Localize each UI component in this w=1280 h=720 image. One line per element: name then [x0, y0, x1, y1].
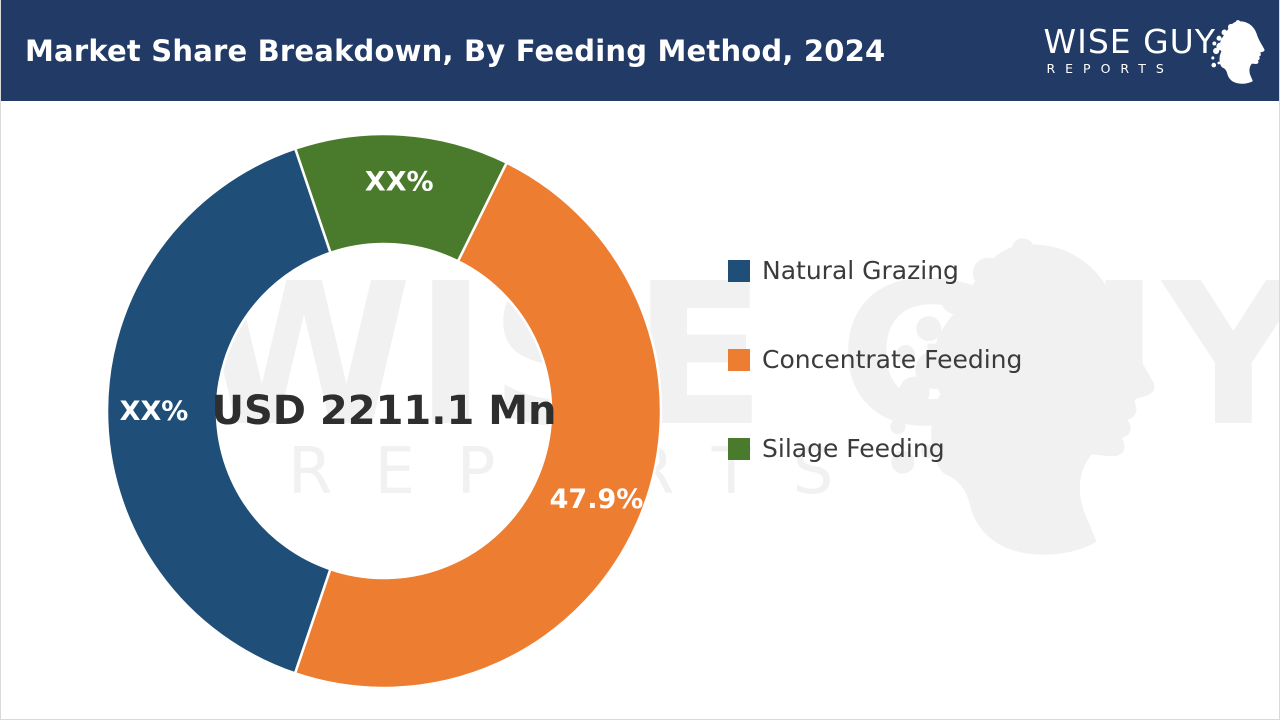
- header: Market Share Breakdown, By Feeding Metho…: [0, 0, 1280, 101]
- legend-swatch: [728, 438, 750, 460]
- brand-logo-wordmark: WISE GUY: [1043, 21, 1216, 61]
- chart-center-value: USD 2211.1 Mn: [211, 388, 557, 434]
- chart-legend: Natural Grazing Concentrate Feeding Silage…: [728, 254, 1022, 521]
- page-title: Market Share Breakdown, By Feeding Metho…: [25, 33, 886, 68]
- legend-item-concentrate-feeding: Concentrate Feeding: [728, 343, 1022, 377]
- legend-label: Concentrate Feeding: [762, 345, 1023, 374]
- legend-label: Natural Grazing: [762, 256, 959, 285]
- brand-logo-text: WISE GUY REPORTS: [1043, 21, 1216, 77]
- brand-logo-subtitle: REPORTS: [1046, 61, 1174, 77]
- legend-swatch: [728, 260, 750, 282]
- brand-face-icon: [1211, 19, 1265, 84]
- slice-label-silage-feeding: XX%: [365, 167, 434, 198]
- watermark-face-icon: [890, 238, 1155, 555]
- legend-label: Silage Feeding: [762, 434, 945, 463]
- legend-item-silage-feeding: Silage Feeding: [728, 432, 1022, 466]
- legend-swatch: [728, 349, 750, 371]
- legend-item-natural-grazing: Natural Grazing: [728, 254, 1022, 288]
- brand-logo: WISE GUY REPORTS: [1043, 13, 1266, 89]
